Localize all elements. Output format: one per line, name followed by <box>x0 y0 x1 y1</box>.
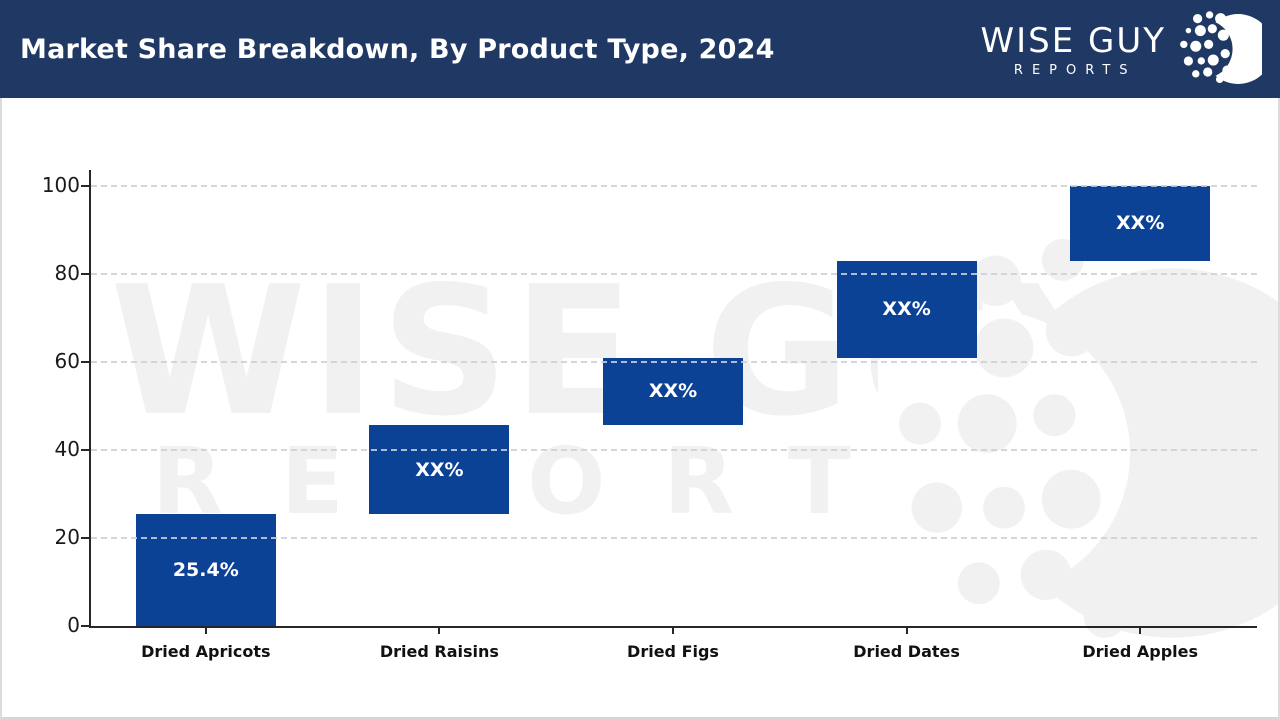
brand-logo: WISE GUY REPORTS <box>980 0 1262 98</box>
x-category-label-3: Dried Figs <box>627 642 719 661</box>
bar-value-label: 25.4% <box>172 559 239 582</box>
brand-subname: REPORTS <box>1013 62 1137 78</box>
y-tick-label-40: 40 <box>54 437 80 461</box>
gridline-80 <box>91 273 1257 275</box>
x-tick-mark-5 <box>1139 628 1142 634</box>
brand-name: WISE GUY <box>980 20 1166 61</box>
gridline-20 <box>91 537 1257 539</box>
x-tick-mark-4 <box>905 628 908 634</box>
bar-value-label: XX% <box>415 458 464 481</box>
y-tick-label-0: 0 <box>67 613 80 637</box>
chart-canvas: WISE GUY REPORTS 25.4% XX% XX% XX% XX% 0 20 40 6… <box>0 98 1280 720</box>
dotted-face-logo-icon <box>1173 11 1262 84</box>
x-tick-mark-1 <box>204 628 207 634</box>
x-axis-line <box>89 626 1257 628</box>
watermark-dotted-face <box>878 238 1278 638</box>
y-tick-label-100: 100 <box>41 173 80 197</box>
y-axis-line <box>89 170 91 628</box>
bar-dried-figs: XX% <box>603 357 743 425</box>
y-tick-mark-60 <box>81 361 89 363</box>
y-tick-label-60: 60 <box>54 349 80 373</box>
x-category-label-4: Dried Dates <box>853 642 960 661</box>
watermark-brand-subtext: REPORTS <box>152 428 1034 535</box>
y-tick-mark-100 <box>81 185 89 187</box>
bar-dried-apples: XX% <box>1070 186 1211 261</box>
x-tick-mark-2 <box>438 628 441 634</box>
bar-value-label: XX% <box>1116 212 1165 235</box>
y-tick-mark-80 <box>81 273 89 275</box>
x-tick-mark-3 <box>672 628 674 634</box>
bar-dried-apricots: 25.4% <box>135 514 276 626</box>
page-title: Market Share Breakdown, By Product Type,… <box>20 33 775 65</box>
y-tick-label-20: 20 <box>54 525 80 549</box>
bar-dried-raisins: XX% <box>369 424 510 515</box>
y-tick-label-80: 80 <box>54 261 80 285</box>
gridline-60 <box>91 361 1257 363</box>
gridline-40 <box>91 449 1257 451</box>
gridline-100 <box>91 185 1257 187</box>
x-category-label-5: Dried Apples <box>1082 642 1199 661</box>
y-tick-mark-0 <box>81 625 89 627</box>
bar-dried-dates: XX% <box>836 260 977 358</box>
x-category-label-1: Dried Apricots <box>141 642 271 661</box>
bar-value-label: XX% <box>882 298 931 321</box>
y-tick-mark-40 <box>81 449 89 451</box>
y-tick-mark-20 <box>81 537 89 539</box>
header-bar: Market Share Breakdown, By Product Type,… <box>0 0 1280 98</box>
bar-value-label: XX% <box>648 380 698 403</box>
brand-logo-text: WISE GUY REPORTS <box>980 21 1166 78</box>
x-category-label-2: Dried Raisins <box>379 642 499 661</box>
